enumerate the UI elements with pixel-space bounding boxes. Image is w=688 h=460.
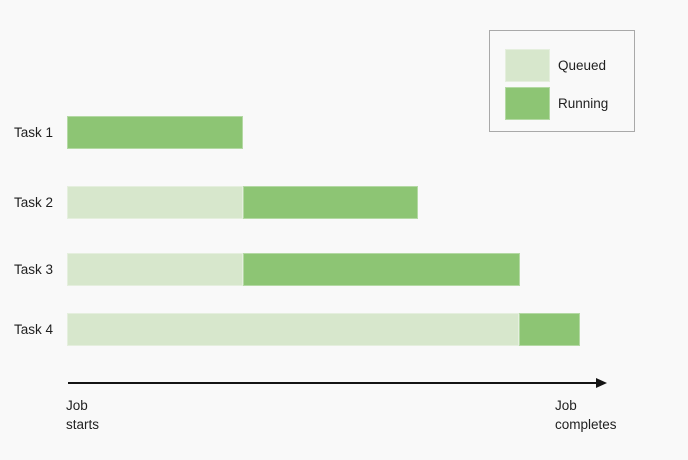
bar-segment-running <box>67 116 243 149</box>
axis-start-label: Job starts <box>66 396 99 434</box>
bar-segment-running <box>243 186 418 219</box>
bar-segment-running <box>519 313 580 346</box>
axis-end-label: Job completes <box>555 396 617 434</box>
time-axis-arrowhead <box>596 378 607 388</box>
running-swatch <box>505 87 550 120</box>
axis-end-label-line2: completes <box>555 417 617 432</box>
task-label: Task 4 <box>14 322 54 337</box>
task-label: Task 1 <box>14 125 54 140</box>
bar-segment-queued <box>67 313 519 346</box>
legend-label-running: Running <box>558 95 609 111</box>
bar-segment-queued <box>67 186 243 219</box>
axis-end-label-line1: Job <box>555 398 577 413</box>
legend: Queued Running <box>489 30 635 132</box>
bar-segment-queued <box>67 253 243 286</box>
queued-swatch <box>505 49 550 82</box>
axis-start-label-line1: Job <box>66 398 88 413</box>
legend-item-running: Running <box>505 87 608 120</box>
bar-segment-running <box>243 253 520 286</box>
task-label: Task 2 <box>14 195 54 210</box>
time-axis-line <box>68 382 598 384</box>
legend-label-queued: Queued <box>558 57 607 73</box>
legend-item-queued: Queued <box>505 49 606 82</box>
axis-start-label-line2: starts <box>66 417 100 432</box>
task-label: Task 3 <box>14 262 54 277</box>
